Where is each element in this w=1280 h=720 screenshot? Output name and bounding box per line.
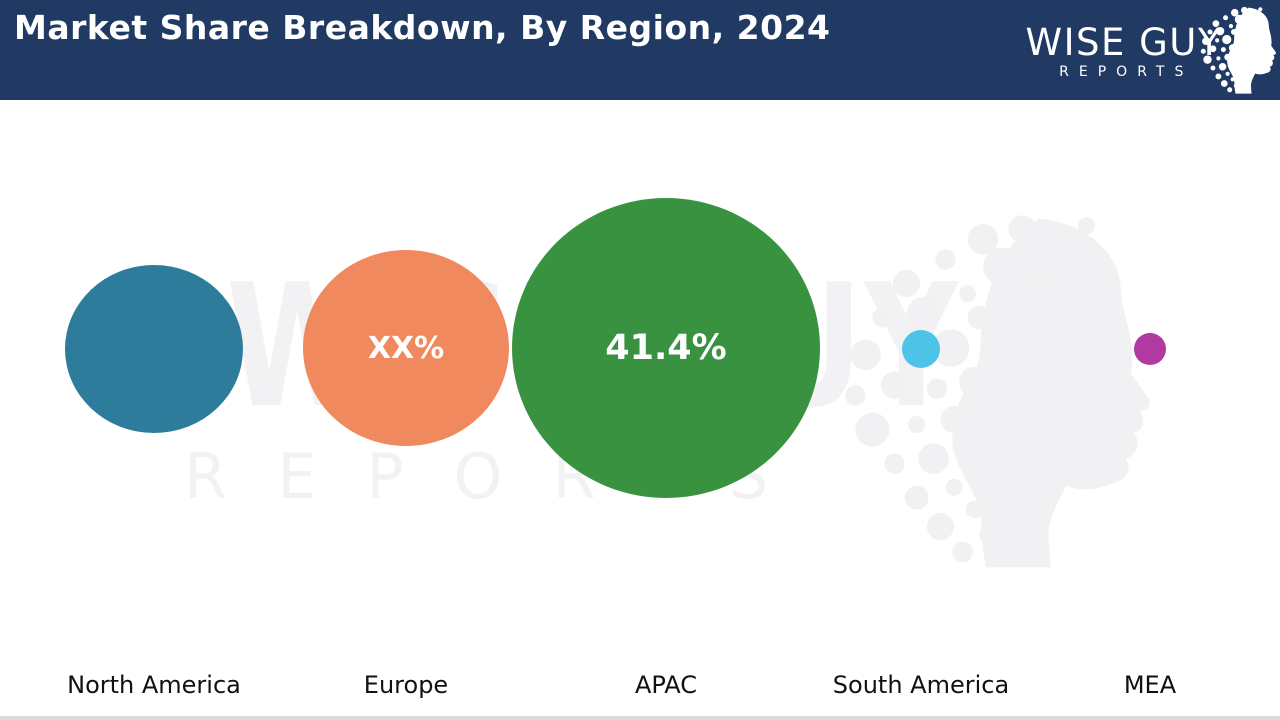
logo-subtitle: REPORTS	[1059, 63, 1194, 80]
bubble-mea	[1134, 333, 1166, 365]
logo-wordmark-block: WISE GUY REPORTS	[1026, 24, 1222, 79]
bubble-value-europe: XX%	[367, 330, 445, 366]
category-label-south-america: South America	[832, 671, 1010, 699]
bottom-edge-strip	[0, 716, 1280, 720]
logo-wordmark: WISE GUY	[1025, 20, 1222, 64]
wise-guy-logo: WISE GUY REPORTS	[1026, 4, 1278, 96]
bubble-apac: 41.4%	[512, 198, 820, 498]
category-label-apac: APAC	[634, 671, 698, 699]
bubble-europe: XX%	[303, 250, 509, 446]
page-title: Market Share Breakdown, By Region, 2024	[14, 8, 831, 47]
watermark-head-icon	[818, 212, 1158, 569]
bubble-south-america	[902, 330, 940, 368]
category-label-europe: Europe	[363, 671, 449, 699]
header-bar: Market Share Breakdown, By Region, 2024 …	[0, 0, 1280, 100]
category-label-mea: MEA	[1123, 671, 1177, 699]
category-label-north-america: North America	[67, 671, 241, 699]
bubble-value-apac: 41.4%	[605, 328, 727, 368]
bubble-north-america	[65, 265, 243, 433]
wise-guy-head-icon	[1194, 6, 1278, 94]
